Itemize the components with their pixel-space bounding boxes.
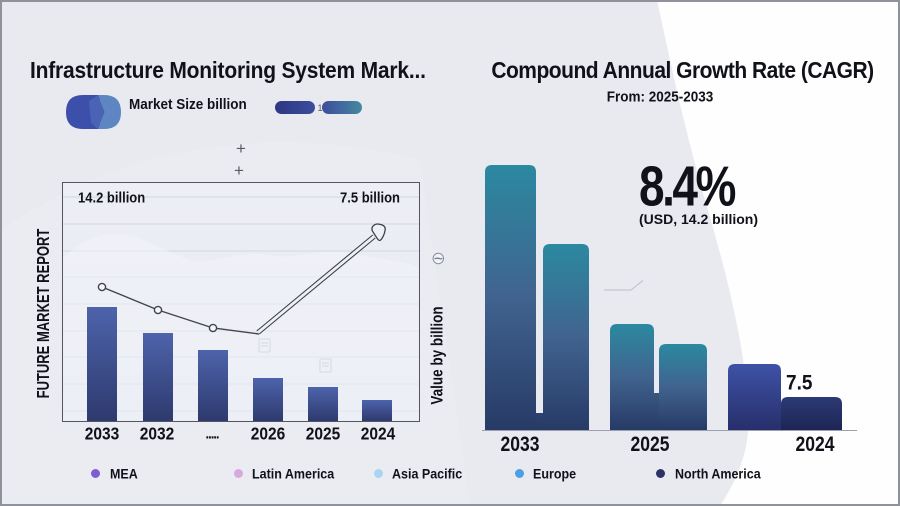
svg-text:1: 1 xyxy=(318,103,323,113)
